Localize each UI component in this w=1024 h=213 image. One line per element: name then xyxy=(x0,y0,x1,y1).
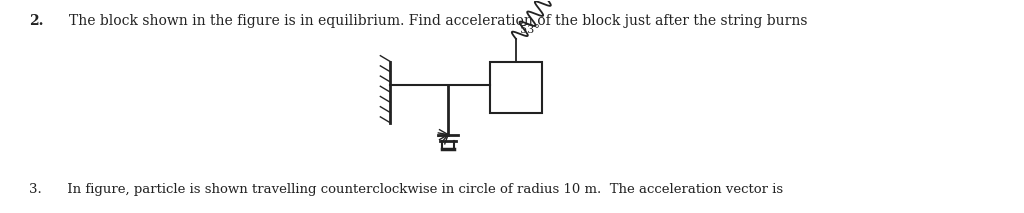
Text: 53°: 53° xyxy=(520,25,540,35)
Bar xyxy=(490,62,542,113)
Text: 2.: 2. xyxy=(30,14,44,28)
Text: The block shown in the figure is in equilibrium. Find acceleration of the block : The block shown in the figure is in equi… xyxy=(70,14,808,28)
Text: 3.      In figure, particle is shown travelling counterclockwise in circle of ra: 3. In figure, particle is shown travelli… xyxy=(30,183,783,196)
